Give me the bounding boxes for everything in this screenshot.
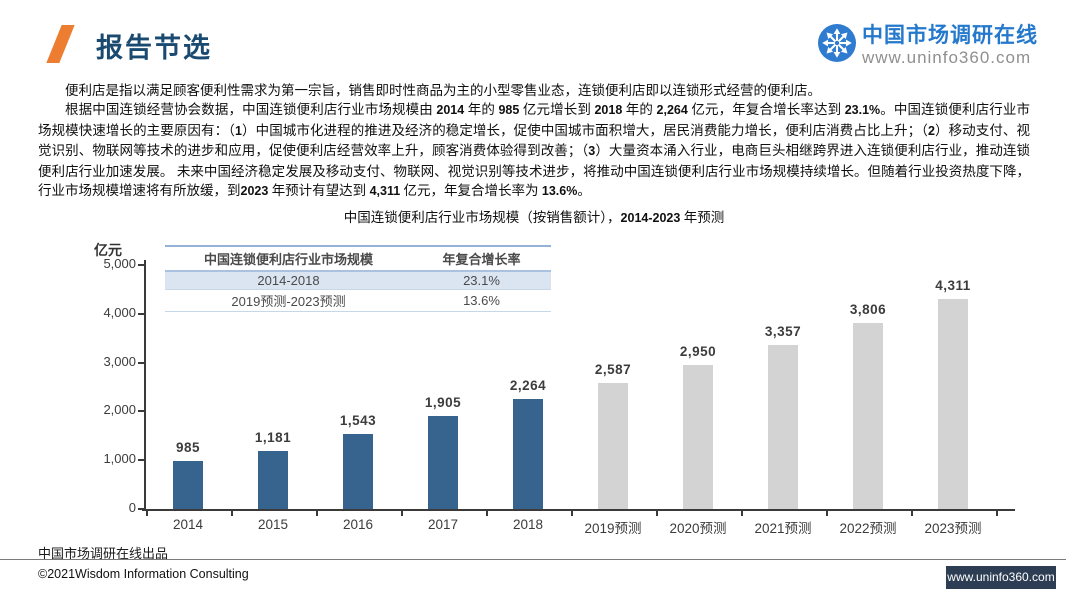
x-axis-category-label: 2017 bbox=[427, 517, 459, 532]
legend-row-forecast: 2019预测-2023预测 13.6% bbox=[165, 289, 551, 312]
compass-logo-icon bbox=[818, 24, 856, 62]
bar-2023预测 bbox=[938, 299, 968, 509]
x-tick-mark bbox=[910, 511, 913, 516]
bar-2021预测 bbox=[768, 345, 798, 509]
x-axis-category-label: 2021预测 bbox=[754, 521, 812, 536]
x-tick-mark bbox=[995, 511, 998, 516]
x-axis-category-label: 2022预测 bbox=[839, 521, 897, 536]
chart-legend-table: 中国连锁便利店行业市场规模 年复合增长率 2014-2018 23.1% 201… bbox=[165, 245, 551, 312]
x-axis-category-label: 2016 bbox=[342, 517, 374, 532]
bar-2014 bbox=[173, 461, 203, 509]
legend-period-actual: 2014-2018 bbox=[165, 271, 413, 290]
x-tick-mark bbox=[570, 511, 573, 516]
bar-2017 bbox=[428, 416, 458, 509]
y-tick-label: 4,000 bbox=[103, 304, 136, 320]
legend-row-actual: 2014-2018 23.1% bbox=[165, 271, 551, 290]
x-tick-mark bbox=[825, 511, 828, 516]
chart-caption: 中国连锁便利店行业市场规模（按销售额计），2014-2023 年预测 bbox=[343, 210, 725, 225]
bar-value-label: 4,311 bbox=[935, 278, 971, 293]
bar-value-label: 3,806 bbox=[849, 302, 887, 317]
bar-2015 bbox=[258, 451, 288, 509]
footer-copyright: ©2021Wisdom Information Consulting bbox=[38, 567, 249, 581]
bar-value-label: 2,264 bbox=[509, 378, 547, 393]
paragraph-analysis: 根据中国连锁经营协会数据，中国连锁便利店行业市场规模由 2014 年的 985 … bbox=[38, 102, 1031, 199]
footer-site-badge: www.uninfo360.com bbox=[946, 566, 1056, 589]
bar-value-label: 2,587 bbox=[594, 362, 632, 377]
x-tick-mark bbox=[145, 511, 148, 516]
x-tick-mark bbox=[230, 511, 233, 516]
bar-value-label: 2,950 bbox=[679, 344, 717, 359]
y-tick-mark bbox=[138, 361, 144, 364]
y-axis-line bbox=[144, 260, 146, 511]
paragraph-definition: 便利店是指以满足顾客便利性需求为第一宗旨，销售即时性商品为主的小型零售业态，连锁… bbox=[65, 83, 821, 98]
bar-value-label: 1,181 bbox=[254, 430, 292, 445]
y-tick-mark bbox=[138, 410, 144, 413]
bar-chart: 亿元 0 1,000 2,000 3,000 4,000 5,000 985 2014 1,18… bbox=[38, 240, 1030, 540]
footer-producer: 中国市场调研在线出品 bbox=[38, 546, 169, 561]
x-tick-mark bbox=[655, 511, 658, 516]
logo-text: 中国市场调研在线 www.uninfo360.com bbox=[862, 24, 1038, 68]
x-axis-category-label: 2015 bbox=[257, 517, 289, 532]
x-tick-mark bbox=[740, 511, 743, 516]
y-tick-label: 5,000 bbox=[103, 256, 136, 271]
page-title: 报告节选 bbox=[96, 33, 212, 63]
logo-site-url: www.uninfo360.com bbox=[862, 48, 1032, 67]
y-tick-label: 3,000 bbox=[103, 353, 136, 369]
x-axis-category-label: 2018 bbox=[512, 517, 544, 532]
bar-2018 bbox=[513, 399, 543, 509]
bar-2020预测 bbox=[683, 365, 713, 509]
x-tick-mark bbox=[400, 511, 403, 516]
y-tick-label: 2,000 bbox=[103, 402, 136, 418]
x-axis-line bbox=[142, 509, 1015, 511]
y-axis-unit-label: 亿元 bbox=[94, 242, 122, 258]
y-tick-mark bbox=[138, 459, 144, 462]
x-tick-mark bbox=[315, 511, 318, 516]
legend-cagr-actual: 23.1% bbox=[412, 271, 551, 290]
y-tick-label: 1,000 bbox=[103, 451, 136, 467]
legend-cagr-forecast: 13.6% bbox=[412, 289, 551, 312]
bar-2016 bbox=[343, 434, 373, 509]
bar-2022预测 bbox=[853, 323, 883, 509]
y-tick-mark bbox=[138, 508, 144, 510]
x-axis-category-label: 2023预测 bbox=[924, 521, 982, 536]
site-logo: 中国市场调研在线 www.uninfo360.com bbox=[818, 24, 1038, 68]
legend-period-forecast: 2019预测-2023预测 bbox=[165, 289, 413, 312]
bar-value-label: 3,357 bbox=[764, 324, 802, 339]
x-axis-category-label: 2019预测 bbox=[584, 521, 642, 536]
logo-site-name: 中国市场调研在线 bbox=[862, 24, 1038, 47]
bar-value-label: 1,905 bbox=[424, 395, 462, 410]
x-tick-mark bbox=[485, 511, 488, 516]
legend-header-cagr: 年复合增长率 bbox=[412, 245, 551, 272]
body-text: 便利店是指以满足顾客便利性需求为第一宗旨，销售即时性商品为主的小型零售业态，连锁… bbox=[38, 81, 1030, 201]
x-axis-category-label: 2020预测 bbox=[669, 521, 727, 536]
y-tick-mark bbox=[138, 264, 144, 266]
accent-slash-icon bbox=[46, 25, 75, 63]
y-tick-label: 0 bbox=[128, 500, 136, 515]
bar-value-label: 985 bbox=[175, 440, 201, 455]
legend-header-scale: 中国连锁便利店行业市场规模 bbox=[165, 245, 413, 272]
footer-divider bbox=[0, 559, 1066, 560]
y-tick-mark bbox=[138, 312, 144, 315]
x-axis-category-label: 2014 bbox=[172, 517, 204, 532]
bar-value-label: 1,543 bbox=[339, 413, 377, 428]
bar-2019预测 bbox=[598, 383, 628, 509]
